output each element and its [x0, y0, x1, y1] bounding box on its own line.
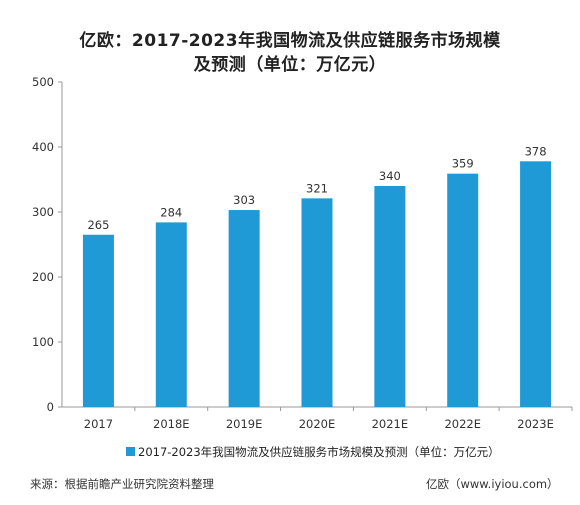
bar — [82, 234, 114, 407]
site-credit: 亿欧（www.iyiou.com） — [426, 477, 559, 491]
data-label: 265 — [87, 218, 109, 232]
y-tick-label: 200 — [32, 270, 54, 284]
bar — [520, 161, 552, 407]
y-tick-label: 0 — [47, 400, 54, 414]
y-tick-label: 100 — [32, 335, 54, 349]
y-tick-label: 400 — [32, 140, 54, 154]
legend-label: 2017-2023年我国物流及供应链服务市场规模及预测（单位：万亿元） — [138, 445, 500, 459]
x-tick-label: 2022E — [444, 417, 481, 431]
x-tick-label: 2021E — [372, 417, 409, 431]
data-label: 284 — [160, 205, 182, 219]
x-tick-label: 2017 — [84, 417, 113, 431]
bar — [301, 198, 333, 407]
source-note: 来源：根据前瞻产业研究院资料整理 — [30, 477, 214, 491]
chart-title-line1: 亿欧：2017-2023年我国物流及供应链服务市场规模 — [79, 31, 501, 51]
data-label: 340 — [379, 169, 401, 183]
bar — [155, 222, 187, 407]
legend: 2017-2023年我国物流及供应链服务市场规模及预测（单位：万亿元） — [126, 444, 500, 460]
legend-swatch — [126, 447, 135, 456]
bar — [228, 210, 260, 407]
x-tick-label: 2019E — [226, 417, 263, 431]
bar — [447, 173, 479, 407]
y-tick-label: 300 — [32, 205, 54, 219]
data-label: 303 — [233, 193, 255, 207]
x-tick-label: 2018E — [153, 417, 190, 431]
x-tick-label: 2020E — [299, 417, 336, 431]
bar — [374, 186, 406, 407]
y-tick-label: 500 — [32, 75, 54, 89]
data-label: 321 — [306, 181, 328, 195]
x-tick-label: 2023E — [517, 417, 554, 431]
data-label: 378 — [525, 144, 547, 158]
data-label: 359 — [452, 157, 474, 171]
chart-title-line2: 及预测（单位：万亿元） — [193, 55, 387, 75]
